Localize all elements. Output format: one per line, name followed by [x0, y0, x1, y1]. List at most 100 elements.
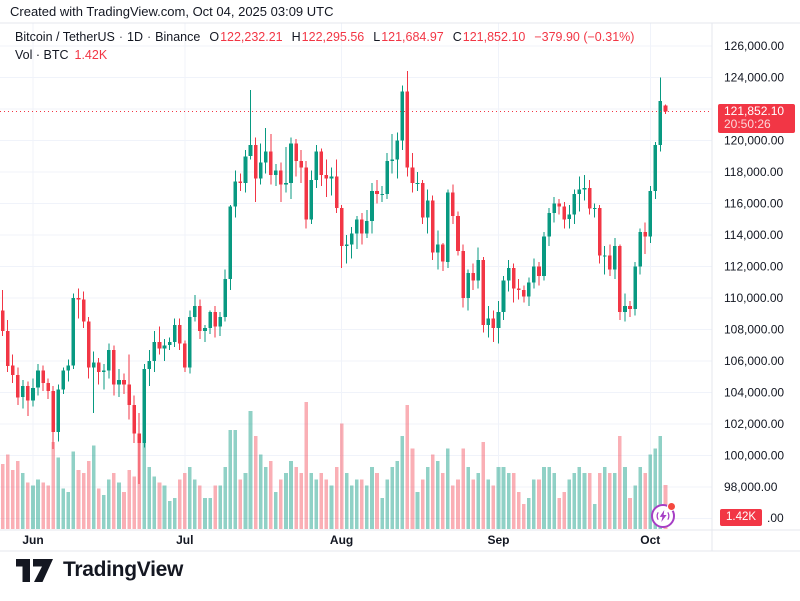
candle-body [410, 167, 415, 184]
volume-bar [188, 467, 192, 529]
volume-bar [466, 467, 470, 529]
volume-bar [638, 467, 642, 529]
candle-body [344, 244, 349, 246]
candle-body [243, 156, 248, 184]
high-value-group: H122,295.56 [292, 30, 365, 44]
volume-bar [46, 485, 50, 529]
candle-body [577, 189, 582, 194]
volume-legend[interactable]: Vol · BTC 1.42K [15, 48, 107, 62]
last-price-value: 121,852.10 [724, 104, 785, 118]
volume-bar [370, 467, 374, 529]
candle-body [471, 272, 475, 281]
high-label: H [291, 30, 301, 44]
volume-bar [623, 467, 627, 529]
volume-bar [365, 485, 369, 529]
price-axis-label: 120,000.00 [724, 134, 784, 148]
volume-bar [410, 448, 415, 529]
legend-separator: · [146, 30, 152, 44]
volume-bar [238, 479, 243, 529]
volume-bar [31, 485, 35, 529]
candle-body [0, 310, 5, 332]
volume-bar [441, 473, 445, 529]
volume-bar [648, 454, 653, 529]
volume-bar [71, 451, 76, 529]
candle-body [152, 342, 157, 361]
volume-bar [16, 460, 20, 529]
candle-body [81, 299, 86, 322]
candle-body [552, 203, 556, 213]
close-label: C [452, 30, 462, 44]
volume-bar [380, 498, 384, 529]
volume-bar [547, 467, 551, 529]
volume-bar [193, 479, 197, 529]
volume-bar [506, 473, 511, 529]
brand-name: TradingView [63, 558, 184, 581]
candle-body [203, 327, 207, 331]
candle-body [329, 176, 334, 179]
open-label: O [209, 30, 220, 44]
candle-body [516, 288, 521, 291]
symbol-title: Bitcoin / TetherUS [15, 30, 115, 44]
candle-body [21, 386, 25, 398]
volume-bar [360, 479, 364, 529]
candle-body [51, 390, 55, 432]
price-axis-label: 106,000.00 [724, 354, 784, 368]
candle-body [167, 342, 172, 346]
volume-bar [471, 479, 475, 529]
volume-bar [91, 445, 96, 529]
volume-bar [213, 485, 217, 529]
volume-bar [628, 498, 632, 529]
volume-bar [324, 479, 329, 529]
candle-body [107, 350, 111, 371]
month-label: Jul [176, 533, 193, 547]
candle-body [658, 101, 663, 146]
symbol-legend[interactable]: Bitcoin / TetherUS · 1D · Binance O122,2… [15, 30, 634, 44]
volume-bar [51, 442, 55, 529]
volume-bar [289, 460, 293, 529]
candle-body [46, 383, 50, 391]
volume-bar [218, 485, 222, 529]
lightning-icon [656, 510, 670, 522]
candle-body [461, 250, 465, 299]
candle-body [537, 266, 541, 276]
lightning-button[interactable] [651, 502, 676, 528]
footer-logo[interactable]: TradingView [16, 558, 183, 582]
volume-axis-badge: 1.42K [720, 509, 763, 526]
volume-bar [107, 479, 111, 529]
candle-body [572, 194, 577, 215]
tradingview-logo-icon [16, 558, 53, 582]
candle-body [623, 305, 627, 313]
candle-body [324, 175, 329, 179]
volume-bar [430, 454, 435, 529]
volume-bar [208, 498, 212, 529]
volume-bar [633, 485, 637, 529]
candle-body [76, 298, 81, 300]
candle-body [213, 312, 217, 327]
candle-body [501, 280, 506, 313]
low-value-group: L121,684.97 [373, 30, 444, 44]
volume-bar [446, 448, 450, 529]
candle-body [304, 167, 308, 220]
price-axis-label: 100,000.00 [724, 449, 784, 463]
volume-bar [334, 467, 339, 529]
open-value: 122,232.21 [220, 30, 283, 44]
price-axis-label: 118,000.00 [724, 165, 783, 179]
candle-body [248, 145, 253, 157]
volume-bar [228, 429, 233, 529]
candle-body [66, 365, 71, 371]
candle-body [400, 91, 405, 141]
volume-bar [248, 411, 253, 529]
candle-body [628, 305, 632, 309]
candle-body [188, 316, 192, 368]
candle-body [506, 268, 511, 281]
volume-bar [618, 436, 622, 529]
volume-bar [400, 436, 405, 529]
volume-bar [294, 467, 298, 529]
candle-body [355, 219, 359, 234]
candle-body [279, 170, 283, 185]
volume-label: Vol · BTC [15, 48, 69, 62]
volume-bar [613, 473, 617, 529]
